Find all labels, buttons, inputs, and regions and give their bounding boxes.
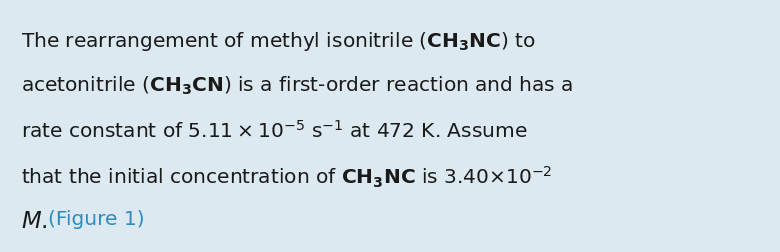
Text: (Figure 1): (Figure 1): [48, 210, 145, 229]
Text: The rearrangement of methyl isonitrile $\left(\mathbf{CH_3NC}\right)$ to: The rearrangement of methyl isonitrile $…: [20, 30, 536, 53]
Text: that the initial concentration of $\mathbf{CH_3NC}$ is $3.40{\times}10^{-2}$: that the initial concentration of $\math…: [20, 165, 552, 190]
Text: acetonitrile $\left(\mathbf{CH_3CN}\right)$ is a first-order reaction and has a: acetonitrile $\left(\mathbf{CH_3CN}\righ…: [20, 75, 573, 98]
Text: $\mathit{M}$.: $\mathit{M}$.: [20, 210, 48, 233]
Text: rate constant of $5.11 \times 10^{-5}\ \mathsf{s}^{-1}$ at 472 K. Assume: rate constant of $5.11 \times 10^{-5}\ \…: [20, 120, 527, 142]
